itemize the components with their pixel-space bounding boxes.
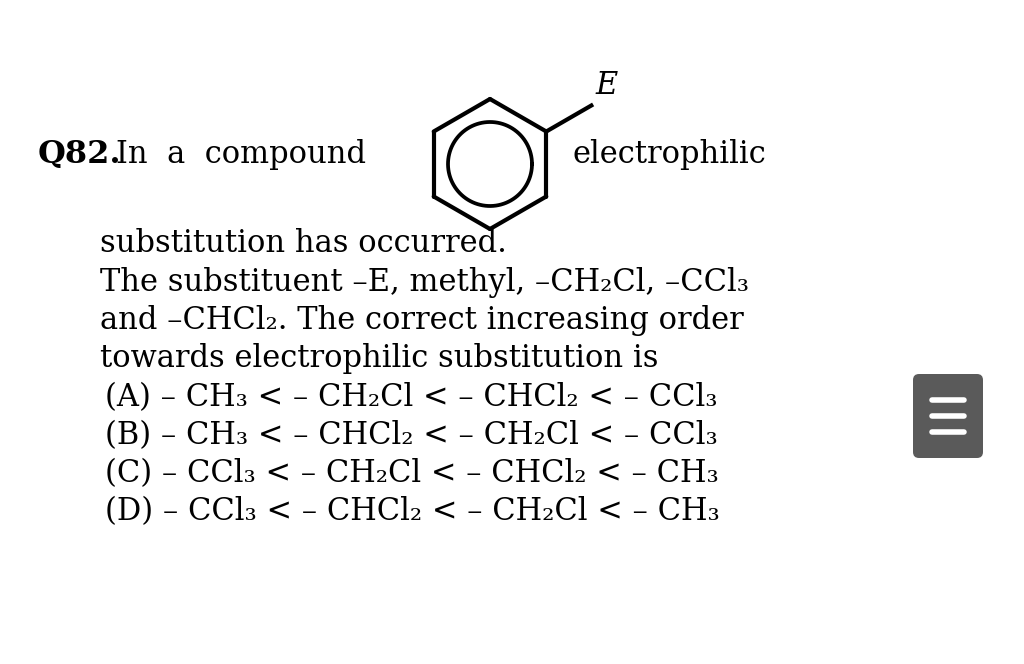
Text: The substituent –E, methyl, –CH₂Cl, –CCl₃: The substituent –E, methyl, –CH₂Cl, –CCl… [100, 266, 749, 297]
Text: Q82.: Q82. [38, 139, 122, 169]
Text: towards electrophilic substitution is: towards electrophilic substitution is [100, 343, 658, 373]
Text: (A) – CH₃ < – CH₂Cl < – CHCl₂ < – CCl₃: (A) – CH₃ < – CH₂Cl < – CHCl₂ < – CCl₃ [105, 382, 718, 414]
Text: substitution has occurred.: substitution has occurred. [100, 228, 507, 260]
Text: (C) – CCl₃ < – CH₂Cl < – CHCl₂ < – CH₃: (C) – CCl₃ < – CH₂Cl < – CHCl₂ < – CH₃ [105, 459, 719, 489]
Text: E: E [595, 70, 617, 102]
Text: In  a  compound: In a compound [116, 139, 366, 169]
Text: (D) – CCl₃ < – CHCl₂ < – CH₂Cl < – CH₃: (D) – CCl₃ < – CHCl₂ < – CH₂Cl < – CH₃ [105, 497, 720, 527]
Text: and –CHCl₂. The correct increasing order: and –CHCl₂. The correct increasing order [100, 305, 743, 335]
Text: (B) – CH₃ < – CHCl₂ < – CH₂Cl < – CCl₃: (B) – CH₃ < – CHCl₂ < – CH₂Cl < – CCl₃ [105, 420, 718, 452]
FancyBboxPatch shape [913, 374, 983, 458]
Text: electrophilic: electrophilic [573, 139, 767, 169]
